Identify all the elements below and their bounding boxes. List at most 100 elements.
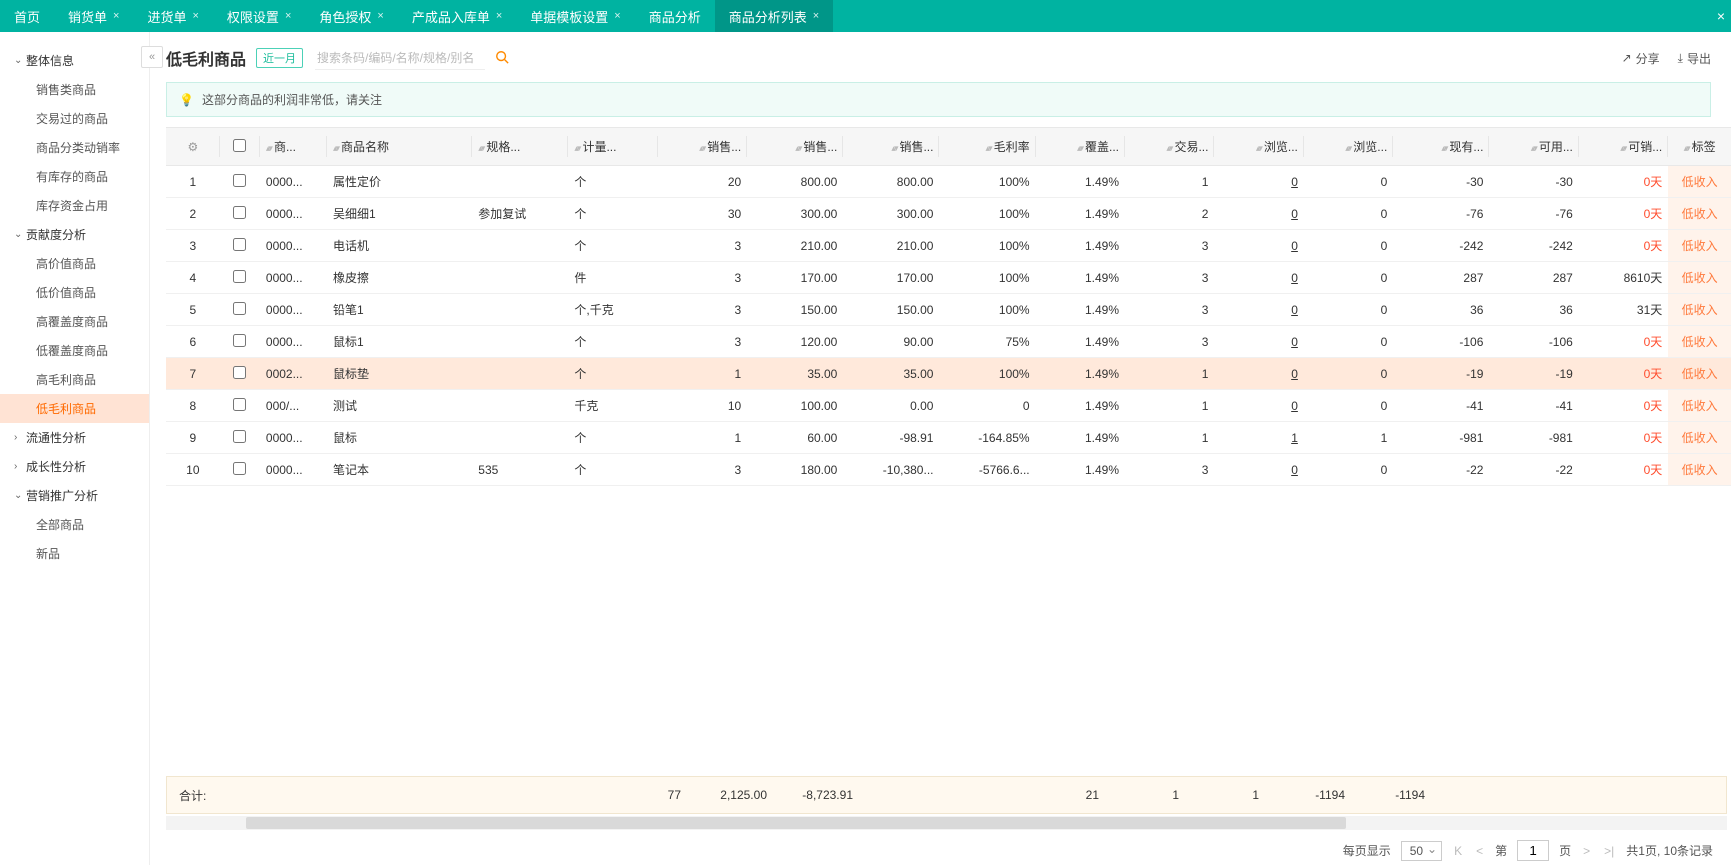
table-row[interactable]: 40000...橡皮擦件3170.00170.00100%1.49%300287… <box>166 262 1731 294</box>
views-link[interactable]: 0 <box>1291 271 1298 285</box>
column-header[interactable]: ▴▾浏览... <box>1214 128 1303 166</box>
table-row[interactable]: 50000...铅笔1个,千克3150.00150.00100%1.49%300… <box>166 294 1731 326</box>
nav-group[interactable]: ⌄整体信息 <box>0 46 149 75</box>
tab[interactable]: 商品分析列表× <box>715 0 833 32</box>
close-icon[interactable]: × <box>285 10 291 22</box>
gear-icon[interactable]: ⚙ <box>187 140 198 154</box>
last-page-button[interactable]: >| <box>1602 844 1616 858</box>
row-checkbox[interactable] <box>233 174 246 187</box>
search-input[interactable] <box>315 47 485 70</box>
nav-group[interactable]: ⌄营销推广分析 <box>0 481 149 510</box>
cell: 1.49% <box>1036 166 1125 198</box>
tab[interactable]: 单据模板设置× <box>516 0 634 32</box>
column-header[interactable]: ▴▾浏览... <box>1304 128 1393 166</box>
row-checkbox[interactable] <box>233 398 246 411</box>
cell: -106 <box>1489 326 1578 358</box>
nav-item[interactable]: 高毛利商品 <box>0 365 149 394</box>
search-icon[interactable] <box>495 50 509 67</box>
global-close-icon[interactable]: × <box>1717 0 1725 32</box>
horizontal-scrollbar[interactable] <box>166 816 1727 830</box>
export-icon: ⤓ <box>1678 51 1683 66</box>
tab[interactable]: 进货单× <box>133 0 212 32</box>
views-link[interactable]: 0 <box>1291 303 1298 317</box>
tab[interactable]: 销货单× <box>54 0 133 32</box>
views-link[interactable]: 0 <box>1291 207 1298 221</box>
row-checkbox[interactable] <box>233 206 246 219</box>
page-input[interactable] <box>1517 840 1549 861</box>
table-row[interactable]: 10000...属性定价个20800.00800.00100%1.49%100-… <box>166 166 1731 198</box>
tab[interactable]: 商品分析 <box>635 0 715 32</box>
column-header[interactable]: ▴▾交易... <box>1125 128 1214 166</box>
per-page-select[interactable]: 50 <box>1401 841 1442 861</box>
nav-item[interactable]: 低覆盖度商品 <box>0 336 149 365</box>
nav-item[interactable]: 有库存的商品 <box>0 162 149 191</box>
row-checkbox[interactable] <box>233 334 246 347</box>
column-header[interactable]: ▴▾规格... <box>472 128 568 166</box>
column-header[interactable]: ▴▾标签 <box>1668 128 1731 166</box>
nav-item[interactable]: 低毛利商品 <box>0 394 149 423</box>
column-header[interactable]: ▴▾可销... <box>1579 128 1668 166</box>
close-icon[interactable]: × <box>113 10 119 22</box>
nav-item[interactable]: 低价值商品 <box>0 278 149 307</box>
tab[interactable]: 权限设置× <box>213 0 305 32</box>
scrollbar-thumb[interactable] <box>246 817 1346 829</box>
table-row[interactable]: 8000/...测试千克10100.000.0001.49%100-41-410… <box>166 390 1731 422</box>
row-checkbox[interactable] <box>233 238 246 251</box>
table-row[interactable]: 60000...鼠标1个3120.0090.0075%1.49%300-106-… <box>166 326 1731 358</box>
views-link[interactable]: 0 <box>1291 463 1298 477</box>
nav-group[interactable]: ›成长性分析 <box>0 452 149 481</box>
row-checkbox[interactable] <box>233 302 246 315</box>
close-icon[interactable]: × <box>614 10 620 22</box>
nav-item[interactable]: 库存资金占用 <box>0 191 149 220</box>
nav-group[interactable]: ⌄贡献度分析 <box>0 220 149 249</box>
nav-item[interactable]: 高覆盖度商品 <box>0 307 149 336</box>
nav-item[interactable]: 交易过的商品 <box>0 104 149 133</box>
views-link[interactable]: 1 <box>1291 431 1298 445</box>
column-header[interactable]: ▴▾商品名称 <box>327 128 472 166</box>
first-page-button[interactable]: K <box>1452 844 1464 858</box>
column-header[interactable]: ▴▾覆盖... <box>1036 128 1125 166</box>
column-header[interactable]: ▴▾现有... <box>1393 128 1489 166</box>
nav-item[interactable]: 销售类商品 <box>0 75 149 104</box>
close-icon[interactable]: × <box>377 10 383 22</box>
table-row[interactable]: 20000...吴细细1参加复试个30300.00300.00100%1.49%… <box>166 198 1731 230</box>
column-header[interactable]: ▴▾销售... <box>658 128 747 166</box>
views-link[interactable]: 0 <box>1291 399 1298 413</box>
column-header[interactable]: ▴▾商... <box>260 128 327 166</box>
row-checkbox[interactable] <box>233 430 246 443</box>
export-button[interactable]: ⤓导出 <box>1678 50 1711 67</box>
column-header[interactable]: ▴▾计量... <box>568 128 657 166</box>
close-icon[interactable]: × <box>192 10 198 22</box>
column-header[interactable]: ▴▾毛利率 <box>939 128 1035 166</box>
views-link[interactable]: 0 <box>1291 239 1298 253</box>
views-link[interactable]: 0 <box>1291 335 1298 349</box>
next-page-button[interactable]: > <box>1581 844 1592 858</box>
column-header[interactable]: ▴▾可用... <box>1489 128 1578 166</box>
table-row[interactable]: 100000...笔记本535个3180.00-10,380...-5766.6… <box>166 454 1731 486</box>
sidebar-collapse-button[interactable]: « <box>141 46 163 68</box>
views-link[interactable]: 0 <box>1291 367 1298 381</box>
close-icon[interactable]: × <box>496 10 502 22</box>
column-header[interactable]: ▴▾销售... <box>843 128 939 166</box>
tab[interactable]: 角色授权× <box>305 0 397 32</box>
nav-item[interactable]: 全部商品 <box>0 510 149 539</box>
period-badge[interactable]: 近一月 <box>256 48 303 68</box>
nav-item[interactable]: 新品 <box>0 539 149 568</box>
row-checkbox[interactable] <box>233 462 246 475</box>
prev-page-button[interactable]: < <box>1474 844 1485 858</box>
tab[interactable]: 首页 <box>0 0 54 32</box>
nav-item[interactable]: 商品分类动销率 <box>0 133 149 162</box>
share-button[interactable]: ↗分享 <box>1622 50 1660 67</box>
nav-group[interactable]: ›流通性分析 <box>0 423 149 452</box>
row-checkbox[interactable] <box>233 366 246 379</box>
column-header[interactable]: ▴▾销售... <box>747 128 843 166</box>
nav-item[interactable]: 高价值商品 <box>0 249 149 278</box>
row-checkbox[interactable] <box>233 270 246 283</box>
table-row[interactable]: 70002...鼠标垫个135.0035.00100%1.49%100-19-1… <box>166 358 1731 390</box>
close-icon[interactable]: × <box>813 10 819 22</box>
views-link[interactable]: 0 <box>1291 175 1298 189</box>
table-row[interactable]: 30000...电话机个3210.00210.00100%1.49%300-24… <box>166 230 1731 262</box>
tab[interactable]: 产成品入库单× <box>398 0 516 32</box>
table-row[interactable]: 90000...鼠标个160.00-98.91-164.85%1.49%111-… <box>166 422 1731 454</box>
select-all-checkbox[interactable] <box>233 139 246 152</box>
